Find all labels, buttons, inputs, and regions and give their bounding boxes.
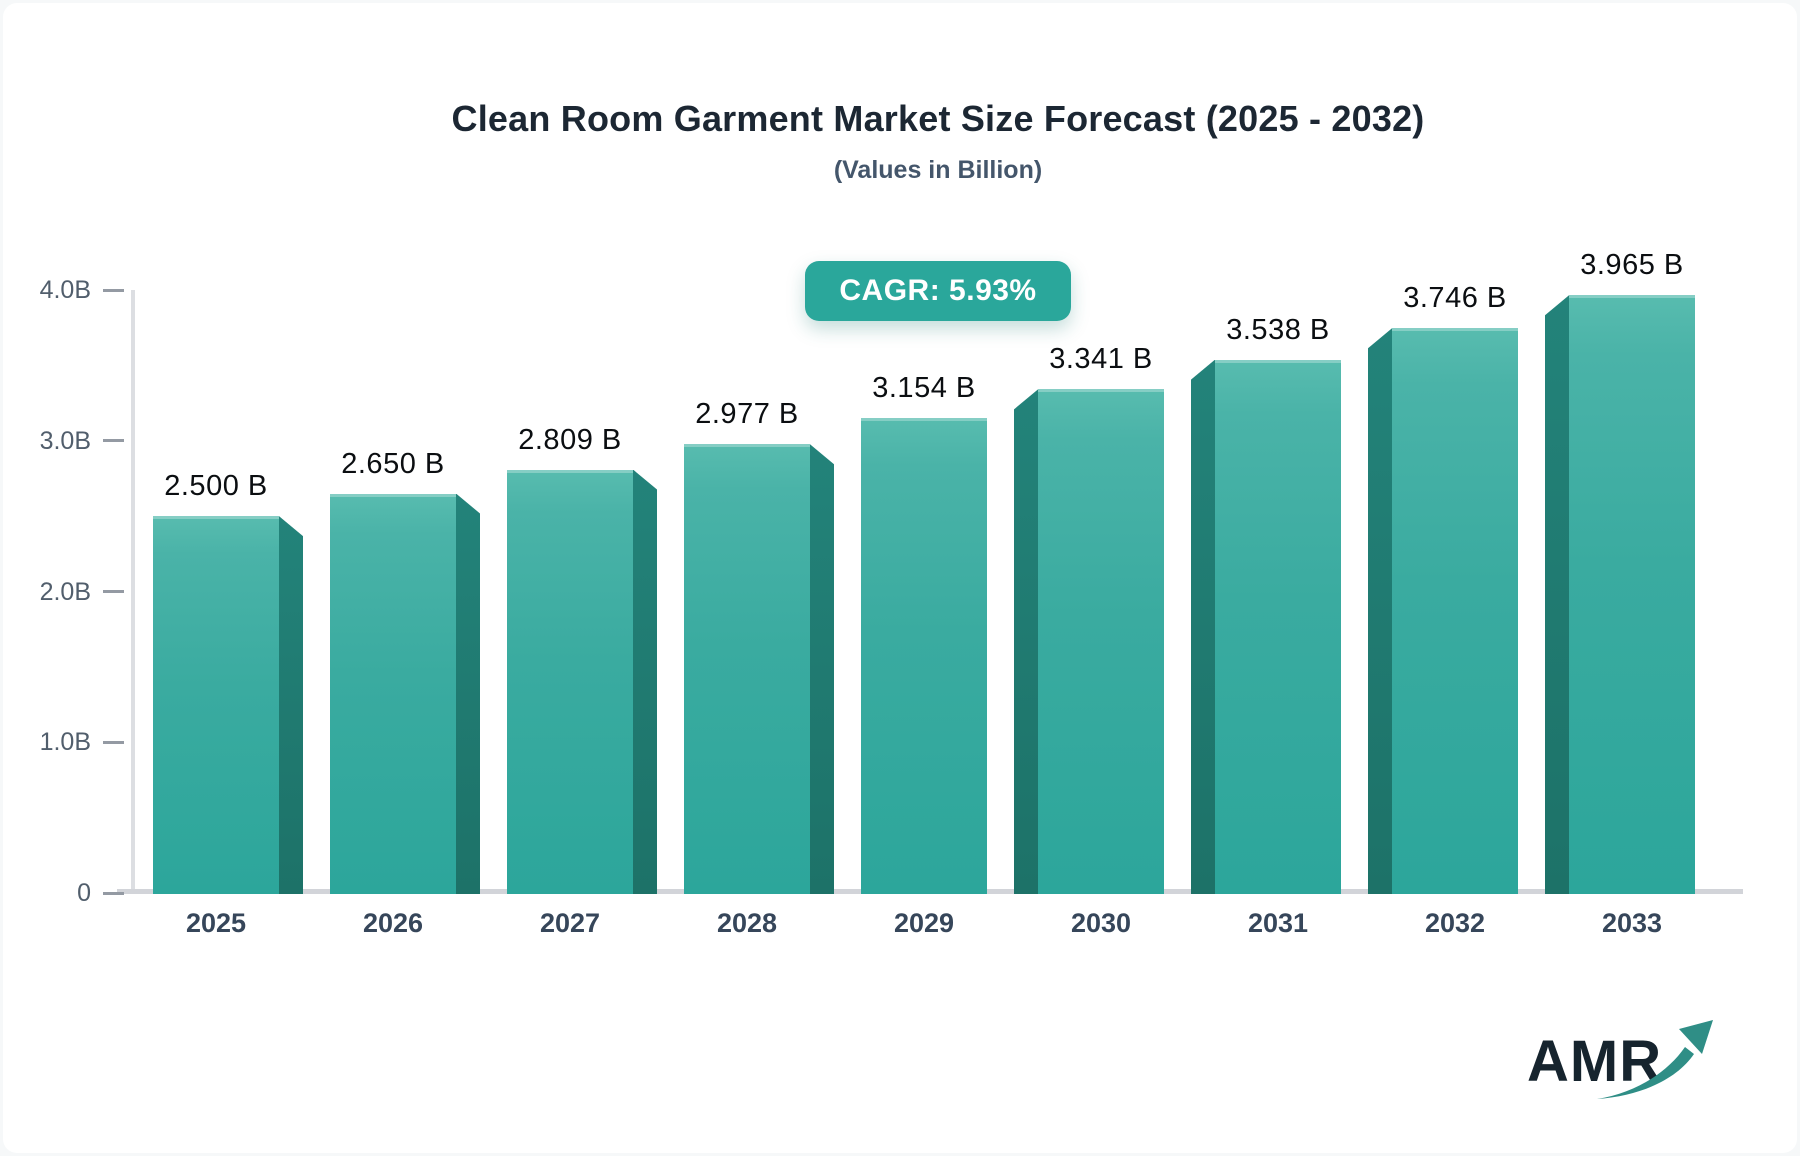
bar-2029: [861, 417, 987, 894]
bar-2030: [1038, 389, 1164, 894]
chart-header: Clean Room Garment Market Size Forecast …: [133, 3, 1743, 321]
bar-value-label: 3.538 B: [1226, 313, 1330, 346]
bar-side-2033: [1545, 295, 1569, 894]
x-axis-label-2030: 2030: [1070, 908, 1132, 938]
y-tick-mark: [103, 590, 124, 593]
bar-value-label: 2.500 B: [164, 470, 268, 503]
bar-value-label: 2.977 B: [695, 398, 799, 431]
bar-value-label: 2.809 B: [518, 423, 622, 456]
bar-side-2025: [279, 516, 303, 894]
x-axis-label-2031: 2031: [1247, 908, 1309, 938]
y-tick-label: 4.0B: [39, 276, 91, 304]
bar-2031: [1215, 359, 1341, 894]
bar-side-2030: [1014, 389, 1038, 894]
bar-2028: [684, 444, 810, 894]
bar-value-label: 3.341 B: [1049, 343, 1153, 376]
bar-value-label: 3.965 B: [1580, 249, 1684, 282]
y-tick-mark: [103, 288, 124, 292]
bar-side-2032: [1368, 328, 1392, 894]
x-axis-label-2029: 2029: [893, 908, 955, 938]
bar-chart: 0 1.0B 2.0B 3.0B 4.0B 2.500 B 2025 2.650 B 2026…: [3, 3, 1797, 1153]
x-axis-label-2026: 2026: [362, 908, 424, 938]
bar-2027: [507, 469, 633, 894]
bar-2033: [1569, 295, 1695, 894]
bar-value-label: 3.746 B: [1403, 282, 1507, 315]
bar-value-label: 2.650 B: [341, 447, 445, 480]
y-tick-mark: [103, 439, 124, 443]
bar-2025: [153, 516, 279, 894]
y-tick-label: 3.0B: [39, 426, 91, 455]
bar-side-2028: [810, 444, 834, 894]
chart-subtitle: (Values in Billion): [833, 156, 1043, 184]
bar-value-label: 3.154 B: [872, 371, 976, 404]
y-tick-label: 1.0B: [39, 728, 91, 757]
bar-2032: [1392, 328, 1518, 894]
y-tick-label: 2.0B: [39, 577, 91, 606]
y-tick-mark: [103, 891, 124, 895]
amr-logo-text: AMR: [1527, 1029, 1663, 1094]
x-axis-label-2033: 2033: [1601, 908, 1663, 938]
x-axis-label-2028: 2028: [716, 908, 778, 938]
amr-logo: AMR: [1527, 1020, 1713, 1101]
y-tick-label: 0: [77, 879, 91, 907]
x-axis-label-2025: 2025: [185, 908, 247, 938]
bar-side-2026: [456, 493, 480, 894]
x-axis-label-2032: 2032: [1424, 908, 1486, 938]
x-axis-label-2027: 2027: [539, 908, 601, 938]
bar-side-2027: [633, 469, 657, 894]
amr-logo-arrow-icon: [1597, 1020, 1713, 1099]
y-axis-line: [131, 290, 135, 894]
cagr-badge: CAGR: 5.93%: [805, 261, 1071, 321]
bar-2026: [330, 493, 456, 894]
chart-title: Clean Room Garment Market Size Forecast …: [451, 98, 1425, 139]
bar-side-2031: [1191, 359, 1215, 894]
y-tick-mark: [103, 740, 124, 744]
chart-card: Clean Room Garment Market Size Forecast …: [3, 3, 1797, 1153]
